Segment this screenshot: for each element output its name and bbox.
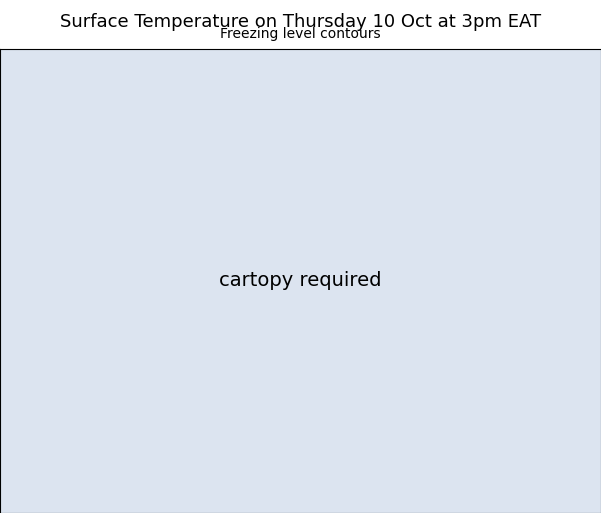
Text: cartopy required: cartopy required	[219, 271, 382, 290]
Text: Freezing level contours: Freezing level contours	[220, 27, 381, 41]
Text: Surface Temperature on Thursday 10 Oct at 3pm EAT: Surface Temperature on Thursday 10 Oct a…	[60, 13, 541, 31]
